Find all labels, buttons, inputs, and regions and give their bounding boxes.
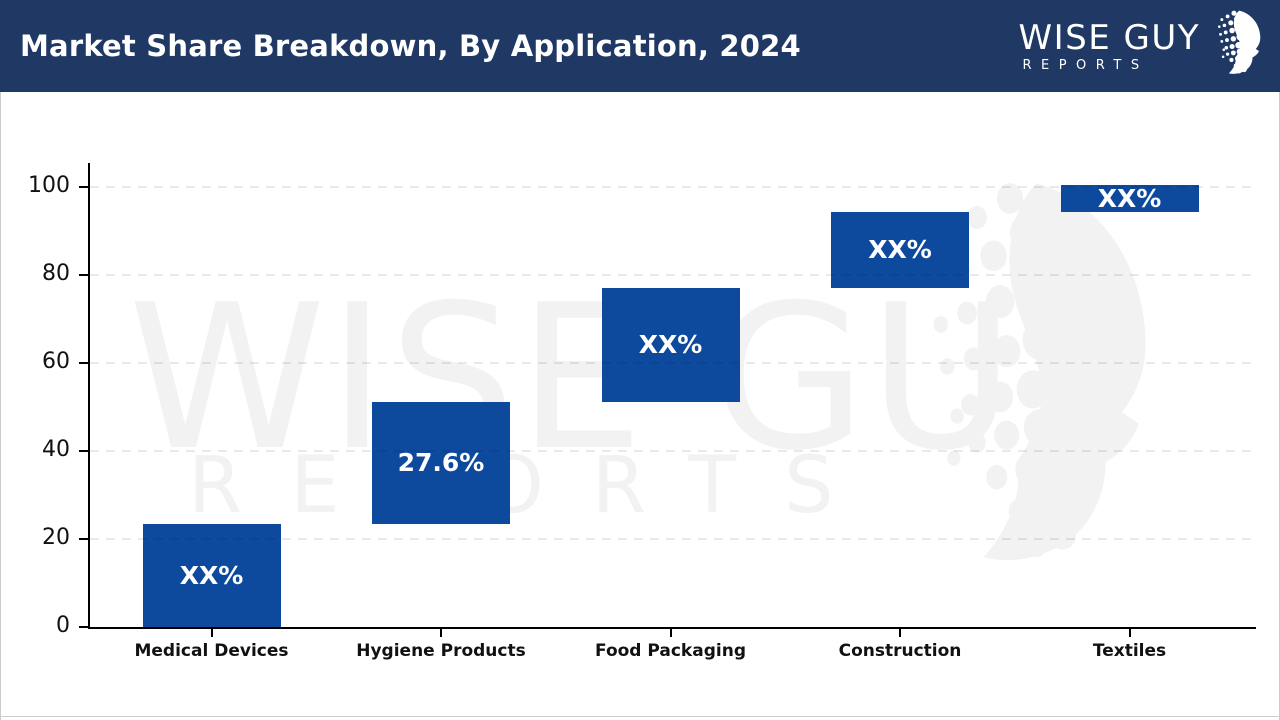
brand-logo-line1: WISE GUY — [1018, 17, 1200, 58]
brand-logo-line2: REPORTS — [1022, 57, 1149, 73]
x-tick-mark — [899, 629, 901, 637]
bar-label: XX% — [868, 235, 932, 265]
bar-label: XX% — [1097, 183, 1162, 213]
brand-logo-text: WISE GUY REPORTS — [1018, 21, 1200, 72]
x-tick-mark — [669, 629, 672, 637]
x-tick-mark — [1128, 629, 1131, 637]
y-tick-mark — [79, 362, 88, 364]
x-category-label: Textiles — [1092, 641, 1167, 661]
y-tick-mark — [79, 538, 88, 540]
x-category-label: Hygiene Products — [356, 641, 526, 661]
bar — [372, 402, 510, 524]
y-tick-mark — [79, 450, 88, 452]
x-category-label: Medical Devices — [134, 641, 289, 661]
y-tick-label: 60 — [42, 349, 70, 374]
plot-area: 0 20 40 60 80 100 XX% Medical Devices 27.6% Hygie… — [0, 92, 1280, 717]
x-category-label: Construction — [838, 641, 962, 661]
bar — [142, 523, 281, 627]
frame-border-left — [0, 92, 1, 720]
header-bar: Market Share Breakdown, By Application, … — [0, 0, 1280, 92]
brand-logo: WISE GUY REPORTS — [1018, 8, 1280, 85]
x-tick-mark — [440, 629, 442, 637]
y-tick-label: 40 — [42, 437, 70, 462]
bar — [1060, 184, 1199, 212]
y-tick-label: 0 — [56, 613, 70, 638]
x-category-label: Food Packaging — [595, 641, 746, 661]
brand-logo-head-dots-icon — [1218, 10, 1261, 74]
x-tick-mark — [210, 629, 213, 637]
bar-label: 27.6% — [397, 448, 485, 478]
bar — [831, 211, 969, 288]
gridline — [90, 274, 1256, 276]
bar — [601, 287, 740, 403]
y-tick-label: 100 — [28, 173, 70, 198]
frame-border-bottom — [0, 716, 1280, 717]
y-tick-mark — [79, 186, 88, 188]
x-axis-spine — [88, 627, 1256, 629]
y-tick-label: 20 — [42, 525, 70, 550]
page-title: Market Share Breakdown, By Application, … — [20, 29, 801, 63]
bar-label: XX% — [638, 330, 703, 360]
gridline — [90, 186, 1256, 188]
bar-label: XX% — [179, 560, 244, 590]
y-axis-spine — [88, 163, 90, 629]
y-tick-mark — [79, 626, 88, 628]
gridline — [90, 538, 1256, 540]
gridline — [90, 450, 1256, 452]
y-tick-label: 80 — [42, 261, 70, 286]
gridline — [90, 362, 1256, 364]
watermark-text-line2: REPORTS — [188, 441, 882, 531]
y-tick-mark — [79, 274, 88, 276]
